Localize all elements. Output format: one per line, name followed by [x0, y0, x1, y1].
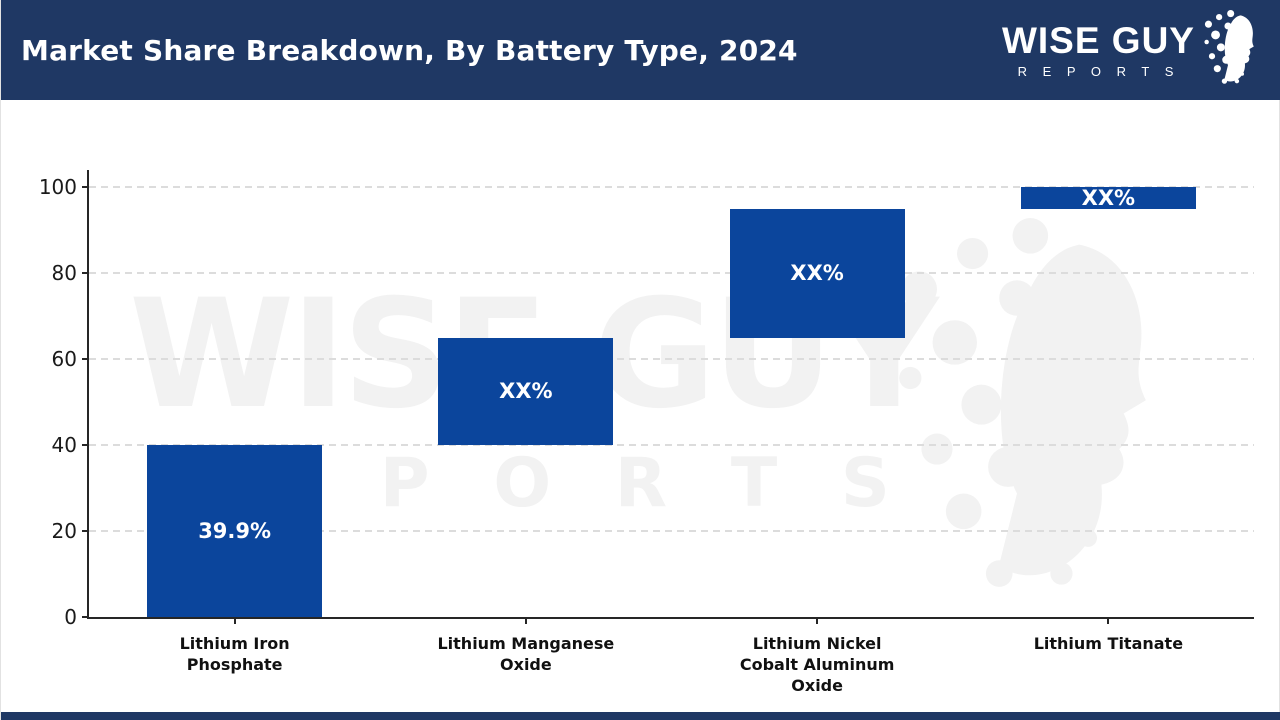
- x-axis-spine: [87, 617, 1254, 619]
- x-tickmark-3: [1107, 617, 1110, 624]
- bar-value-label: XX%: [790, 261, 844, 285]
- y-tickmark-20: [82, 530, 89, 532]
- logo-face-icon: [1204, 10, 1254, 84]
- logo-text: WISE GUY R E P O R T S: [1002, 22, 1195, 79]
- y-tick-label-40: 40: [51, 433, 77, 457]
- gridline-60: [89, 358, 1254, 360]
- bar-segment: XX%: [438, 337, 614, 445]
- x-tickmark-2: [816, 617, 819, 624]
- page-title: Market Share Breakdown, By Battery Type,…: [21, 33, 798, 67]
- y-tick-label-20: 20: [51, 519, 77, 543]
- gridline-100: [89, 186, 1254, 188]
- market-share-chart: WISE GUY R E P O R T S 0 20 40 60 80 100 39.9%…: [1, 100, 1280, 712]
- y-tickmark-40: [82, 444, 89, 446]
- header-bar: Market Share Breakdown, By Battery Type,…: [1, 0, 1280, 100]
- x-tickmark-0: [233, 617, 236, 624]
- y-tickmark-60: [82, 358, 89, 360]
- bar-segment: XX%: [1020, 185, 1196, 210]
- logo-wordmark: WISE GUY: [1001, 19, 1195, 61]
- y-tickmark-100: [82, 186, 89, 188]
- bar-segment: 39.9%: [147, 445, 323, 617]
- y-axis-spine: [87, 169, 89, 619]
- bar-value-label: 39.9%: [198, 519, 272, 543]
- x-category-label: Lithium Titanate: [1033, 634, 1184, 653]
- x-category-label: Lithium Manganese Oxide: [437, 634, 615, 674]
- x-category-label: Lithium Iron Phosphate: [179, 634, 290, 674]
- watermark-face-icon: [899, 218, 1146, 587]
- bar-value-label: XX%: [1081, 185, 1136, 210]
- y-tickmark-0: [82, 616, 89, 618]
- wiseguy-logo: WISE GUY R E P O R T S: [1002, 10, 1255, 90]
- x-category-label: Lithium Nickel Cobalt Aluminum Oxide: [739, 634, 895, 695]
- bar-value-label: XX%: [499, 379, 553, 404]
- y-tickmark-80: [82, 272, 89, 274]
- footer-bar: [1, 712, 1280, 720]
- logo-subtext: R E P O R T S: [1017, 63, 1180, 79]
- y-tick-label-0: 0: [64, 605, 77, 629]
- gridline-80: [89, 272, 1254, 274]
- x-tickmark-1: [524, 617, 527, 624]
- bar-segment: XX%: [729, 208, 905, 338]
- gridline-40: [89, 444, 1254, 446]
- y-tick-label-60: 60: [51, 347, 77, 371]
- gridline-20: [89, 530, 1254, 532]
- y-tick-label-80: 80: [51, 261, 77, 285]
- y-tick-label-100: 100: [38, 175, 77, 199]
